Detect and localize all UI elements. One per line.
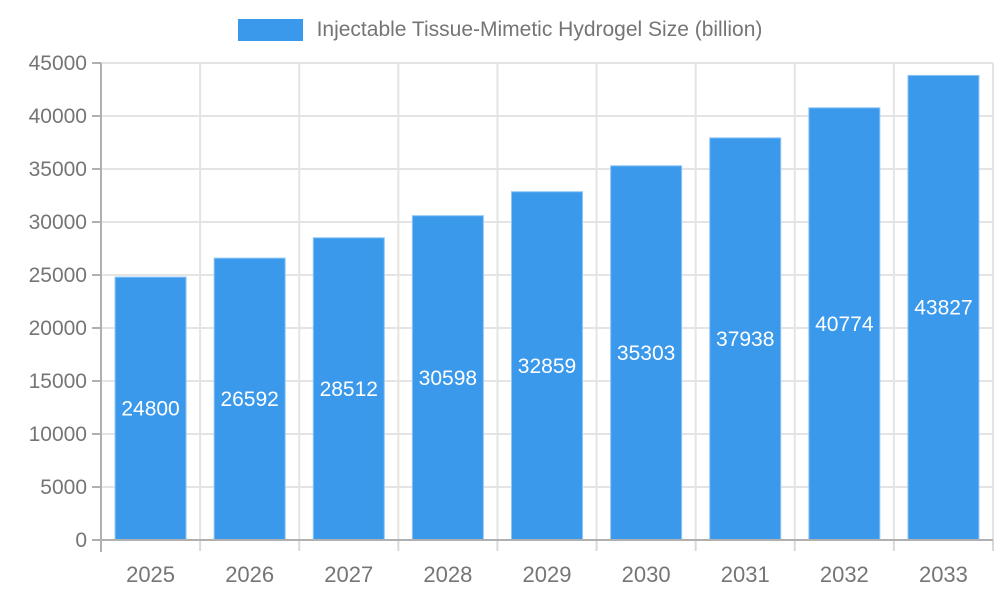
- bar-2025[interactable]: [114, 276, 187, 541]
- y-tick-label: 40000: [29, 105, 87, 128]
- bar-2027[interactable]: [312, 237, 385, 541]
- bar-value-label: 28512: [320, 378, 378, 401]
- bar-value-label: 40774: [815, 313, 874, 336]
- y-tick-label: 25000: [29, 264, 87, 287]
- bar-2026[interactable]: [213, 257, 286, 541]
- x-tick-label: 2033: [919, 562, 968, 587]
- x-tick-label: 2027: [324, 562, 373, 587]
- x-tick-label: 2025: [126, 562, 175, 587]
- x-tick-label: 2030: [622, 562, 671, 587]
- bar-value-label: 30598: [419, 367, 477, 390]
- y-tick-label: 45000: [29, 52, 87, 75]
- bar-value-label: 37938: [716, 328, 774, 351]
- y-tick-label: 10000: [29, 423, 87, 446]
- legend-label: Injectable Tissue-Mimetic Hydrogel Size …: [316, 18, 763, 41]
- bar-value-label: 26592: [220, 388, 278, 411]
- y-tick-label: 0: [75, 529, 87, 552]
- bar-value-label: 35303: [617, 342, 675, 365]
- y-tick-label: 5000: [40, 476, 87, 499]
- x-tick-label: 2031: [721, 562, 770, 587]
- y-tick-label: 20000: [29, 317, 87, 340]
- y-tick-label: 15000: [29, 370, 87, 393]
- x-tick-label: 2029: [523, 562, 572, 587]
- x-tick-label: 2026: [225, 562, 274, 587]
- bar-2032[interactable]: [808, 107, 881, 541]
- x-tick-label: 2032: [820, 562, 869, 587]
- x-tick-label: 2028: [423, 562, 472, 587]
- chart-legend[interactable]: Injectable Tissue-Mimetic Hydrogel Size …: [0, 16, 1000, 44]
- bar-2028[interactable]: [411, 215, 484, 541]
- bar-value-label: 32859: [518, 355, 576, 378]
- bar-2033[interactable]: [907, 74, 980, 541]
- y-tick-label: 35000: [29, 158, 87, 181]
- bar-value-label: 24800: [121, 398, 179, 421]
- bar-2029[interactable]: [511, 191, 583, 541]
- bar-2030[interactable]: [610, 165, 683, 541]
- y-tick-label: 30000: [29, 211, 87, 234]
- bar-value-label: 43827: [914, 297, 972, 320]
- legend-swatch: [237, 19, 303, 41]
